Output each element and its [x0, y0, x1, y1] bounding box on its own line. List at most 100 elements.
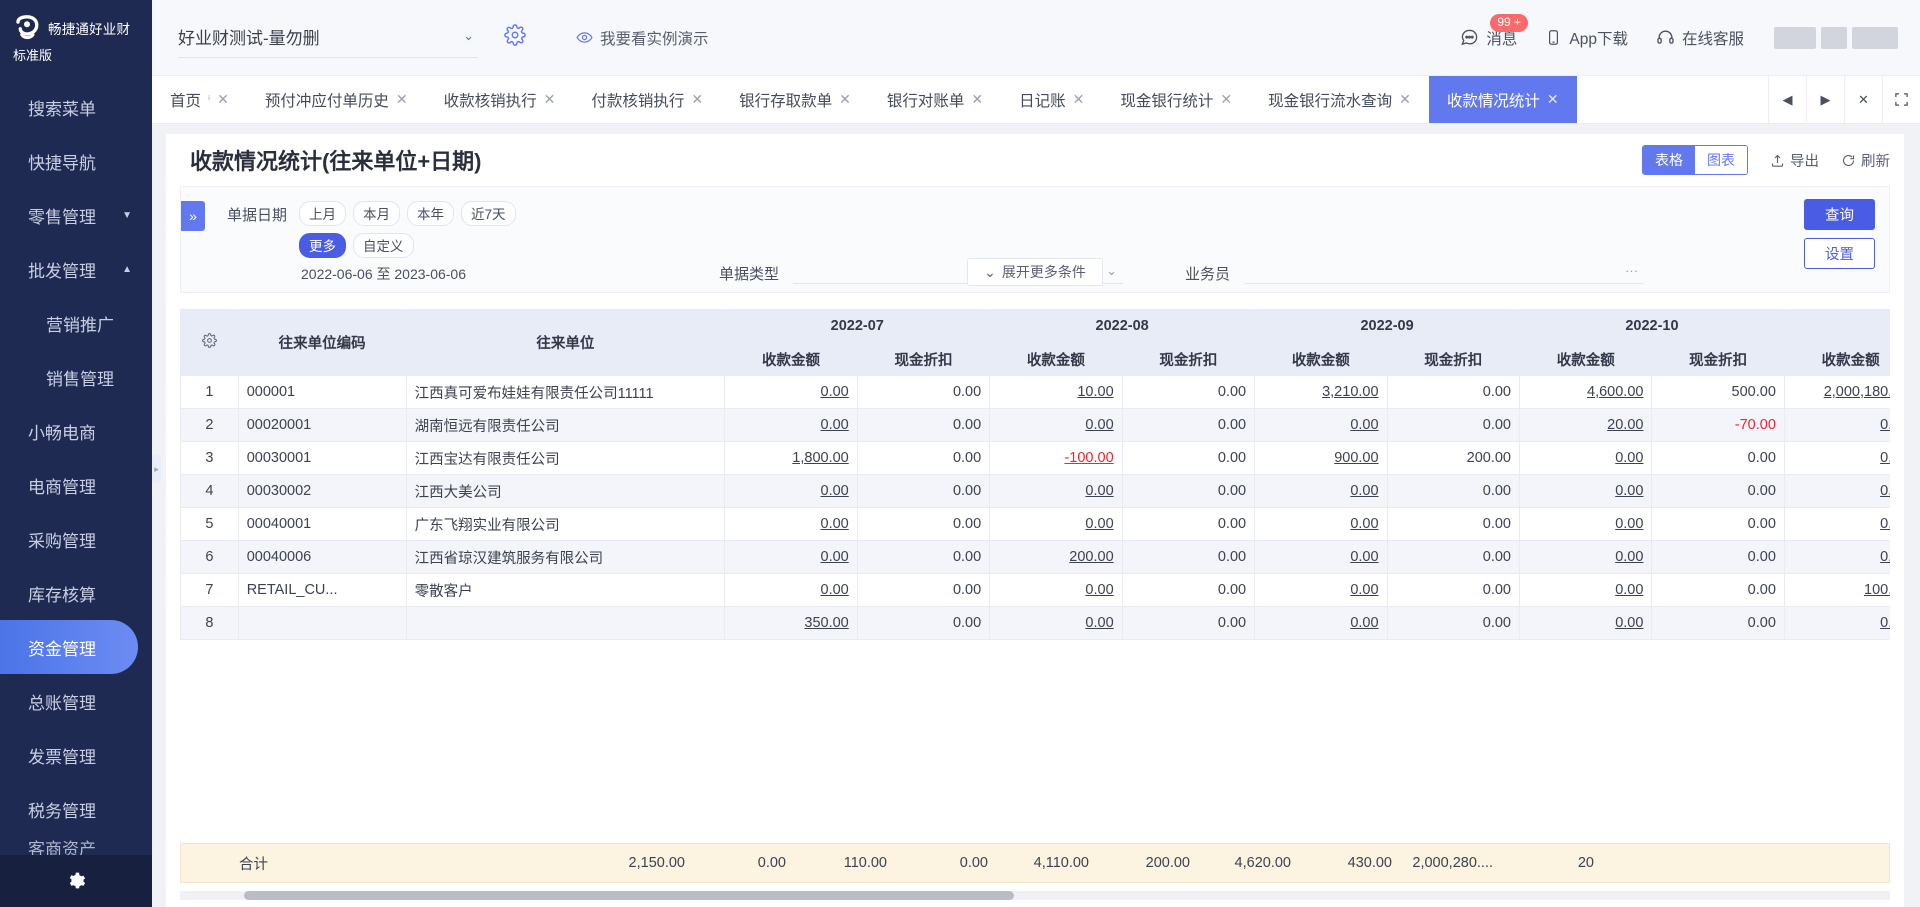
close-icon[interactable]: ✕ [971, 91, 984, 107]
sidebar-item-purchase[interactable]: 采购管理 [0, 512, 152, 566]
amount-link[interactable]: 0.00 [1615, 450, 1644, 466]
tab-cash-bank-stats[interactable]: 现金银行统计 ✕ [1102, 76, 1250, 123]
cell-amount[interactable]: -100.00 [989, 441, 1123, 475]
cell-amount[interactable]: 900.00 [1254, 441, 1388, 475]
cell-amount[interactable]: 0.00 [1783, 540, 1890, 574]
sidebar-item-invoice[interactable]: 发票管理 [0, 728, 152, 782]
cell-amount[interactable]: 0.00 [724, 507, 858, 541]
sidebar-collapse-handle[interactable]: ▸ [152, 455, 161, 483]
table-row[interactable]: 8 350.00 0.00 0.00 0.00 0.00 0.00 0.00 0.00 0.00 [180, 606, 1890, 640]
amount-link[interactable]: 0.00 [1350, 516, 1379, 532]
cell-amount[interactable]: 0.00 [1254, 540, 1388, 574]
doc-type-select[interactable]: ⌄ [793, 258, 1124, 284]
close-icon[interactable]: ✕ [1546, 91, 1559, 107]
export-button[interactable]: 导出 [1770, 150, 1819, 171]
cell-amount[interactable]: 0.00 [724, 474, 858, 508]
amount-link[interactable]: 0.00 [820, 516, 849, 532]
cell-amount[interactable]: 0.00 [724, 540, 858, 574]
amount-link[interactable]: 10.00 [1077, 384, 1114, 400]
tab-prepay-offset-history[interactable]: 预付冲应付单历史 ✕ [247, 76, 426, 123]
amount-link[interactable]: 0.00 [1880, 483, 1890, 499]
amount-link[interactable]: 0.00 [1085, 483, 1114, 499]
cell-amount[interactable]: 1,800.00 [724, 441, 858, 475]
table-scroll[interactable]: 往来单位编码 往来单位 2022-07 2022-08 2022-09 2022… [180, 309, 1890, 843]
table-row[interactable]: 3 00030001 江西宝达有限责任公司 1,800.00 0.00 -100.00 0.… [180, 441, 1890, 475]
operator-input[interactable]: ··· [1244, 258, 1645, 284]
amount-link[interactable]: 350.00 [804, 615, 849, 631]
refresh-button[interactable]: 刷新 [1841, 150, 1890, 171]
expand-more-button[interactable]: ⌄ 展开更多条件 [967, 258, 1103, 286]
sidebar-item-xiaochang-ecom[interactable]: 小畅电商 [0, 404, 152, 458]
sidebar-item-wholesale[interactable]: 批发管理 ▲ [0, 242, 152, 296]
sidebar-item-ledger[interactable]: 总账管理 [0, 674, 152, 728]
amount-link[interactable]: 2,000,180.00 [1823, 384, 1890, 400]
amount-link[interactable]: 0.00 [1880, 615, 1890, 631]
amount-link[interactable]: 0.00 [1085, 417, 1114, 433]
scrollbar-track[interactable] [180, 891, 1890, 900]
sidebar-settings-button[interactable] [0, 855, 152, 907]
col-header-unit-code[interactable]: 往来单位编码 [237, 309, 407, 376]
cell-amount[interactable]: 0.00 [1518, 474, 1653, 508]
amount-link[interactable]: 0.00 [1085, 516, 1114, 532]
date-chip-this-year[interactable]: 本年 [407, 201, 455, 226]
amount-link[interactable]: 0.00 [1085, 582, 1114, 598]
cell-amount[interactable]: 0.00 [1518, 606, 1653, 640]
sidebar-item-inventory[interactable]: 库存核算 [0, 566, 152, 620]
amount-link[interactable]: 0.00 [1615, 582, 1644, 598]
amount-link[interactable]: 0.00 [1350, 615, 1379, 631]
amount-link[interactable]: 0.00 [1880, 450, 1890, 466]
sidebar-item-quick-nav[interactable]: 快捷导航 [0, 134, 152, 188]
cell-amount[interactable]: 100.00 [1783, 573, 1890, 607]
amount-link[interactable]: 0.00 [1350, 417, 1379, 433]
settings-button[interactable]: 设置 [1804, 238, 1875, 269]
account-selector[interactable]: 好业财测试-量勿删 ⌄ [178, 18, 478, 58]
close-icon[interactable]: ✕ [1220, 91, 1233, 107]
amount-link[interactable]: 4,600.00 [1587, 384, 1644, 400]
sidebar-item-sales[interactable]: 销售管理 [0, 350, 152, 404]
sidebar-item-retail[interactable]: 零售管理 ▼ [0, 188, 152, 242]
scrollbar-thumb[interactable] [244, 891, 1014, 900]
cell-amount[interactable]: 0.00 [1254, 507, 1388, 541]
view-toggle-chart[interactable]: 图表 [1695, 146, 1747, 174]
amount-link[interactable]: 0.00 [1085, 615, 1114, 631]
cell-amount[interactable]: 0.00 [1783, 606, 1890, 640]
cell-amount[interactable]: 0.00 [1254, 474, 1388, 508]
date-chip-this-month[interactable]: 本月 [353, 201, 401, 226]
sidebar-item-tax[interactable]: 税务管理 [0, 782, 152, 836]
cell-amount[interactable]: 0.00 [1254, 606, 1388, 640]
cell-amount[interactable]: 3,210.00 [1254, 375, 1388, 409]
messages-button[interactable]: 消息 99 + [1460, 13, 1529, 49]
cell-amount[interactable]: 0.00 [989, 606, 1123, 640]
tabs-close-button[interactable]: ✕ [1844, 76, 1882, 123]
table-row[interactable]: 7 RETAIL_CU... 零散客户 0.00 0.00 0.00 0.00 0.00 0.0… [180, 573, 1890, 607]
column-settings-button[interactable] [180, 309, 239, 376]
amount-link[interactable]: 0.00 [820, 483, 849, 499]
header-settings-button[interactable] [504, 24, 526, 51]
tab-bank-deposit-withdraw[interactable]: 银行存取款单 ✕ [721, 76, 869, 123]
close-icon[interactable]: ✕ [543, 91, 556, 107]
cell-amount[interactable]: 10.00 [989, 375, 1123, 409]
cell-amount[interactable]: 0.00 [1254, 573, 1388, 607]
close-icon[interactable]: ✕ [1072, 91, 1085, 107]
cell-amount[interactable]: 0.00 [1518, 507, 1653, 541]
sidebar-item-ecommerce[interactable]: 电商管理 [0, 458, 152, 512]
cell-amount[interactable]: 200.00 [989, 540, 1123, 574]
cell-amount[interactable]: 0.00 [1518, 573, 1653, 607]
close-icon[interactable]: ✕ [839, 91, 851, 107]
sidebar-item-marketing[interactable]: 营销推广 [0, 296, 152, 350]
filter-expand-button[interactable]: » [181, 201, 205, 231]
more-options-icon[interactable]: ··· [1625, 263, 1639, 278]
close-icon[interactable]: ✕ [217, 91, 229, 107]
tab-receipt-stats[interactable]: 收款情况统计 ✕ [1428, 76, 1577, 123]
cell-amount[interactable]: 0.00 [989, 573, 1123, 607]
cell-amount[interactable]: 0.00 [724, 573, 858, 607]
amount-link[interactable]: 0.00 [1350, 483, 1379, 499]
tab-payment-writeoff[interactable]: 付款核销执行 ✕ [573, 76, 721, 123]
cell-amount[interactable]: 0.00 [1518, 441, 1653, 475]
amount-link[interactable]: 20.00 [1607, 417, 1644, 433]
cell-amount[interactable]: 0.00 [989, 408, 1123, 442]
amount-link[interactable]: 0.00 [1880, 417, 1890, 433]
date-chip-more[interactable]: 更多 [299, 233, 347, 258]
cell-amount[interactable]: 0.00 [724, 408, 858, 442]
cell-amount[interactable]: 0.00 [1783, 474, 1890, 508]
